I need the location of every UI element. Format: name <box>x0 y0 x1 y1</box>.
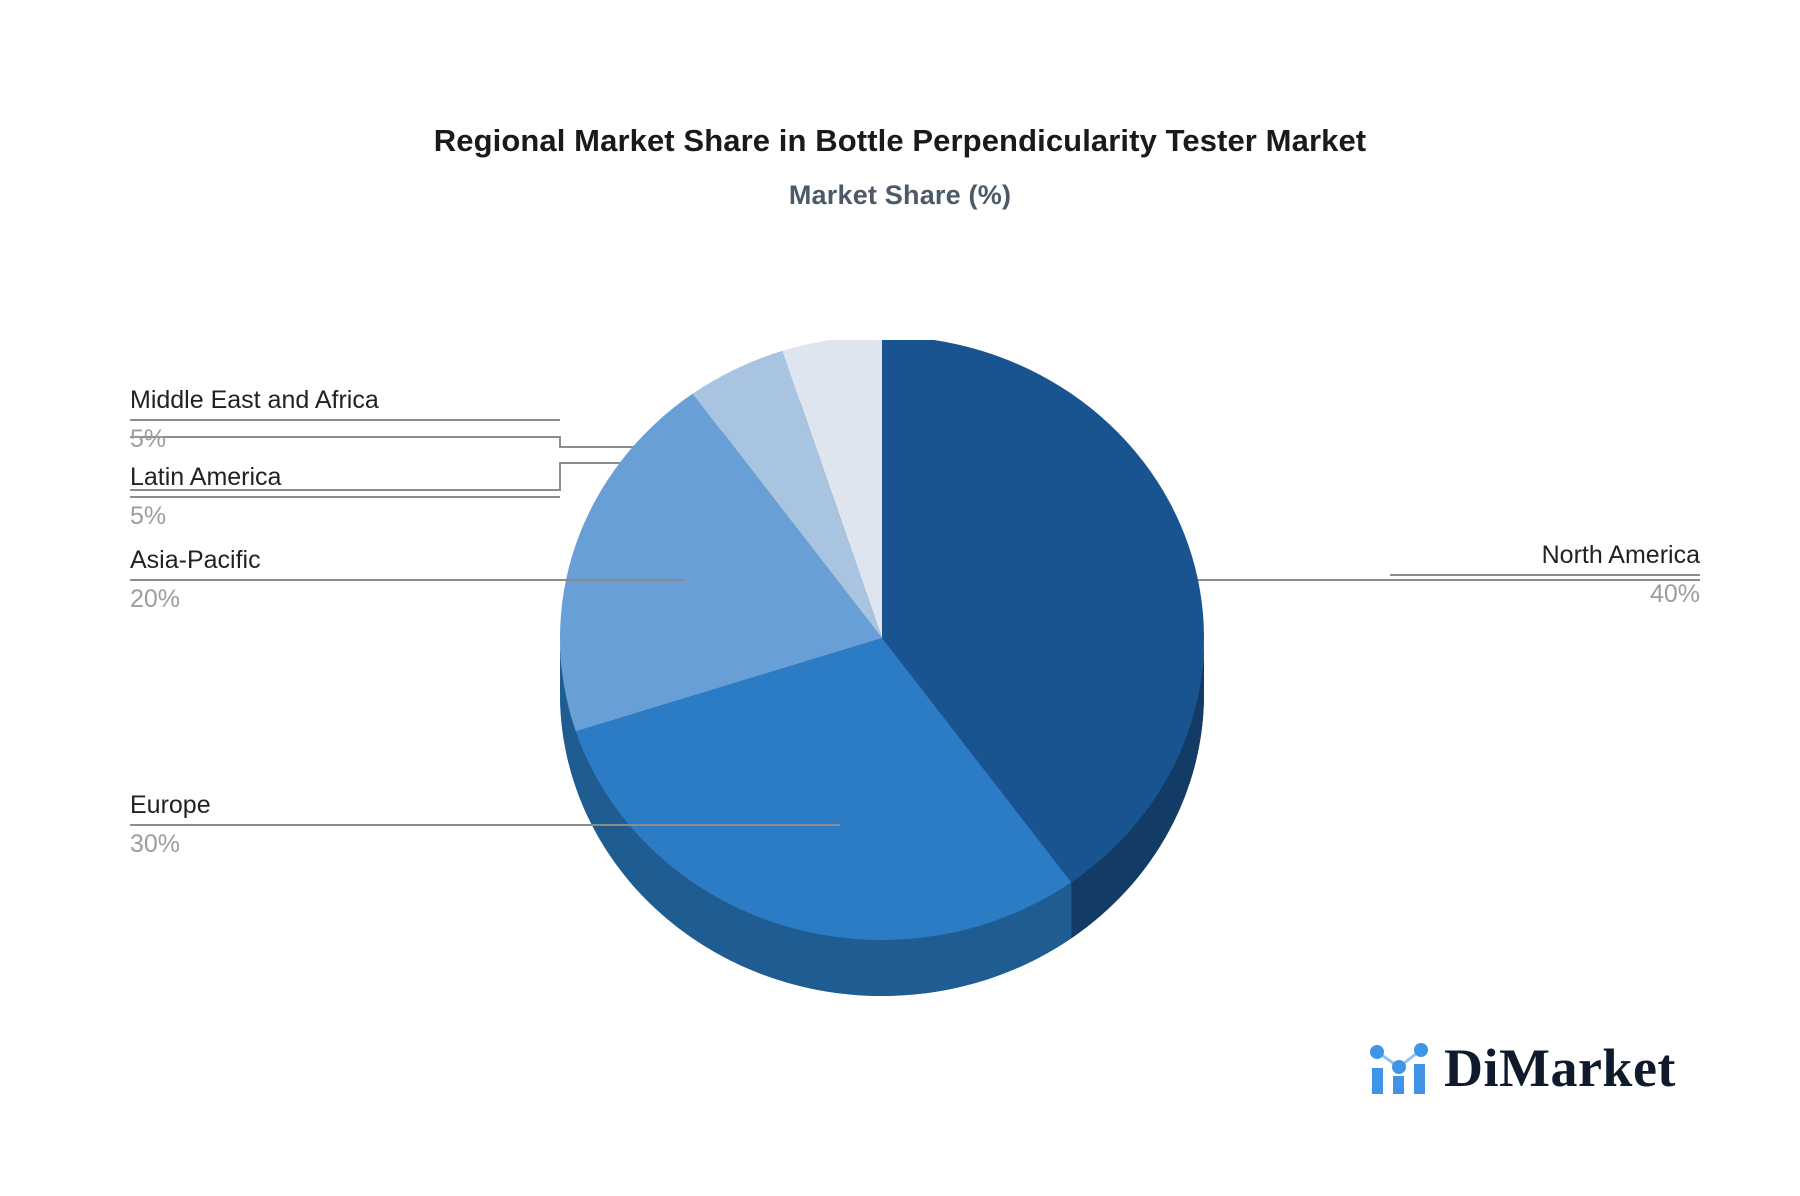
callout-value-middle-east-and-africa: 5% <box>130 425 167 454</box>
callout-label-middle-east-and-africa: Middle East and Africa <box>130 386 379 414</box>
callout-value-north-america: 40% <box>1649 580 1700 609</box>
callout-rule <box>130 496 560 499</box>
callout-value-asia-pacific: 20% <box>130 585 181 614</box>
callout-value-europe: 30% <box>130 830 181 859</box>
callout-rule <box>1390 574 1700 577</box>
title-block: Regional Market Share in Bottle Perpendi… <box>0 123 1800 211</box>
callout-asia-pacific: Asia-Pacific 20% <box>130 545 685 616</box>
pie-top-layer <box>560 340 1204 940</box>
pie-slice-asia-pacific[interactable] <box>560 393 882 732</box>
pie-side-north-america <box>1071 638 1204 939</box>
pie-slice-latin-america[interactable] <box>692 350 882 638</box>
pie-slice-north-america[interactable] <box>882 340 1204 883</box>
brand-logo-text: DiMarket <box>1444 1038 1676 1098</box>
pie-slice-middle-east-and-africa[interactable] <box>782 340 882 638</box>
pie-svg <box>560 340 1204 996</box>
callout-value-latin-america: 5% <box>130 502 167 531</box>
callout-label-europe: Europe <box>130 791 211 819</box>
callout-latin-america: Latin America 5% <box>130 462 560 533</box>
brand-logo: DiMarket <box>1368 1040 1676 1096</box>
chart-subtitle: Market Share (%) <box>788 180 1012 211</box>
bar-chart-dots-icon <box>1370 1043 1428 1094</box>
callout-rule <box>130 419 560 422</box>
callout-north-america: North America 40% <box>1390 540 1700 611</box>
chart-title: Regional Market Share in Bottle Perpendi… <box>433 123 1367 158</box>
callout-rule <box>130 824 840 827</box>
pie-side-asia-pacific <box>560 638 576 788</box>
pie-chart <box>560 340 1280 1000</box>
callout-label-latin-america: Latin America <box>130 463 282 491</box>
callout-rule <box>130 579 685 582</box>
callout-middle-east-and-africa: Middle East and Africa 5% <box>130 385 560 456</box>
callout-label-north-america: North America <box>1541 541 1700 569</box>
callout-europe: Europe 30% <box>130 790 840 861</box>
pie-side-europe <box>575 731 1072 996</box>
callout-label-asia-pacific: Asia-Pacific <box>130 546 261 574</box>
pie-slice-europe[interactable] <box>575 638 1072 940</box>
